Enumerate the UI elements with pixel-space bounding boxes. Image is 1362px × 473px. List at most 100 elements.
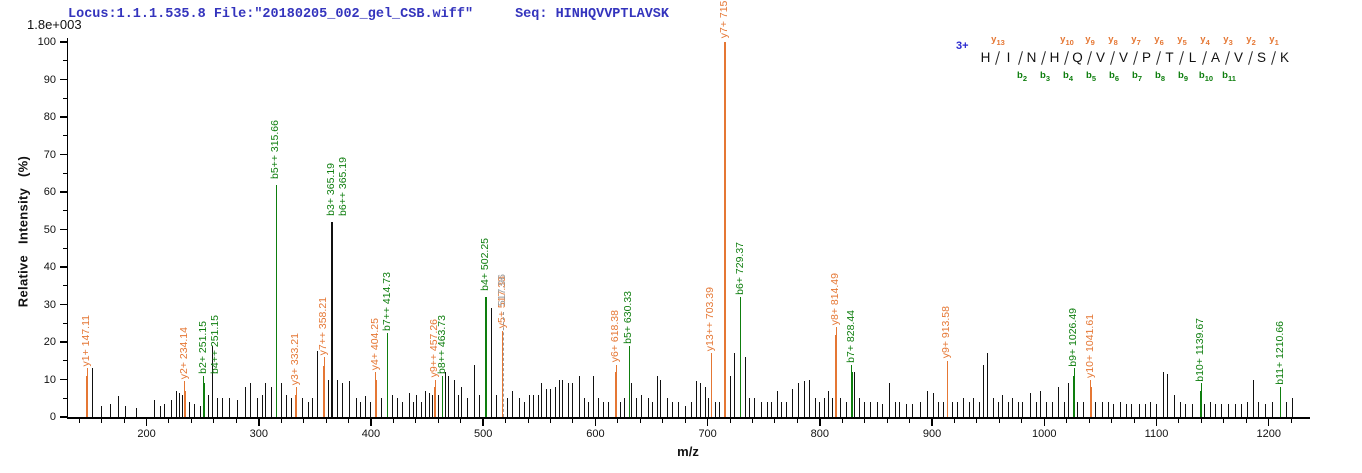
y-tick-label: 30 [43,298,56,311]
x-minor-tick [123,418,125,423]
peak [496,394,498,417]
b-ion-label: b5 [1086,70,1096,83]
y-ion-label: y1 [1269,34,1279,47]
peak [507,398,509,417]
peak [710,379,713,417]
peak [983,364,985,417]
peak-label: y8+ 814.49 [829,272,842,325]
peak [257,398,259,417]
y-minor-tick [63,397,68,399]
peak [207,394,209,417]
y-major-tick [60,116,68,118]
peak-label: b7+ 828.44 [844,309,857,363]
x-minor-tick [1200,418,1202,423]
b-ion-label: b9 [1178,70,1188,83]
residue-letter: L [1188,50,1197,65]
residue-letter: Q [1072,50,1083,65]
peak [528,394,530,417]
peak [117,396,119,417]
y-tick-label: 0 [49,411,56,423]
peak [647,398,649,417]
peak [437,394,439,417]
peak [1286,402,1288,417]
residue-letter: T [1165,50,1174,65]
peak [739,349,742,417]
peak [1271,402,1273,417]
x-minor-tick [729,418,731,423]
peak [1246,402,1248,417]
peak [1167,373,1169,417]
peak [386,338,389,417]
peak [1227,403,1229,417]
peak [882,403,884,417]
x-tick-label: 900 [922,428,942,440]
peak [270,387,272,417]
peak [364,396,366,417]
peak-label: y4+ 404.25 [368,317,381,370]
x-major-tick [145,418,148,426]
peak-label: b6+ 729.37 [733,242,746,295]
peak [380,398,382,417]
b-ion-label: b10 [1198,70,1214,83]
y-tick-label: 100 [37,36,56,48]
y-ion-label: y7 [1131,34,1141,47]
peak [1125,403,1127,417]
peak [265,383,266,417]
peak [1185,403,1187,417]
peak [1022,402,1024,417]
y-tick-label: 20 [43,336,56,348]
peak [1102,402,1104,417]
peak [1083,402,1085,417]
y-tick-label: 80 [43,111,56,123]
peak [608,402,610,417]
peak [761,402,762,417]
peak [888,383,890,417]
residue-letter: V [1118,50,1128,65]
b-ion-label: b3 [1040,70,1050,83]
peak [839,398,841,417]
peak [1204,403,1206,417]
peak [355,398,357,417]
y-tick-label: 50 [43,223,56,236]
peak [973,398,975,417]
y-major-tick [60,41,68,43]
y-ion-label: y4 [1200,34,1210,47]
peak [583,398,585,417]
peak [458,394,460,417]
peak [518,398,520,417]
peak-label: b11+ 1210.66 [1273,321,1286,385]
x-minor-tick [303,418,305,423]
peak [1107,402,1109,417]
peak [537,394,539,417]
x-minor-tick [684,418,686,423]
x-tick-label: 400 [361,428,381,440]
peak [461,387,463,417]
residue-letter: V [1233,50,1243,65]
peak [92,368,94,417]
x-minor-tick [213,418,215,423]
y-major-tick [60,228,68,231]
x-minor-tick [505,418,507,423]
y-major-tick [60,78,68,81]
peak-label-leader [615,364,617,372]
x-minor-tick [1088,418,1090,423]
peak [781,402,783,417]
peak [203,383,205,417]
peak [823,398,825,417]
y-tick-label: 40 [43,261,56,273]
peak [1162,372,1164,417]
peak [184,390,186,417]
peak [275,184,278,417]
peak-label: b4+ 502.25 [478,238,491,292]
y-ion-label: y10 [1060,34,1074,47]
peak [432,394,434,417]
x-minor-tick [1245,418,1247,423]
peak [598,398,600,417]
y-ion-label: y5 [1177,34,1187,47]
peak [453,379,455,417]
peak-label: y10+ 1041.61 [1083,313,1096,378]
x-minor-tick [954,418,956,423]
x-minor-tick [101,418,103,423]
peak [1131,403,1133,417]
